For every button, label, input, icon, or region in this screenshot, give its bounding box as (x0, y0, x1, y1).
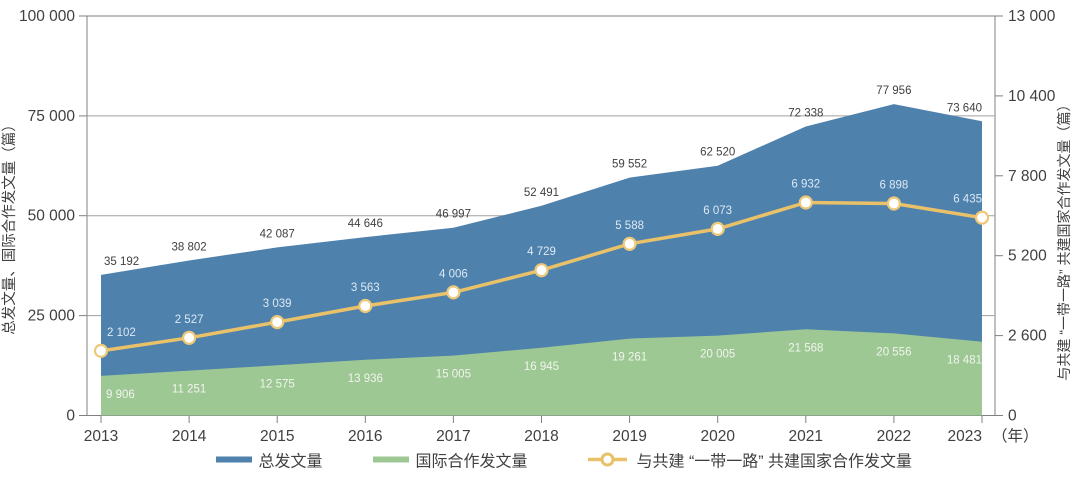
svg-text:9 906: 9 906 (106, 389, 135, 401)
svg-text:13 000: 13 000 (1008, 8, 1056, 25)
svg-text:38 802: 38 802 (172, 242, 207, 254)
svg-text:2023: 2023 (948, 428, 982, 445)
svg-text:11 251: 11 251 (172, 384, 206, 396)
svg-text:73 640: 73 640 (947, 102, 982, 114)
svg-text:2022: 2022 (877, 428, 911, 445)
svg-text:59 552: 59 552 (612, 159, 647, 171)
svg-text:42 087: 42 087 (260, 228, 295, 240)
svg-text:21 568: 21 568 (788, 342, 823, 354)
svg-text:国际合作发文量: 国际合作发文量 (416, 453, 528, 471)
svg-text:2 102: 2 102 (107, 327, 136, 339)
svg-text:16 945: 16 945 (524, 361, 559, 373)
svg-text:72 338: 72 338 (788, 108, 823, 120)
svg-text:77 956: 77 956 (876, 85, 911, 97)
svg-text:2 600: 2 600 (1008, 328, 1047, 345)
svg-text:与共建 “一带一路” 共建国家合作发文量: 与共建 “一带一路” 共建国家合作发文量 (637, 453, 913, 471)
svg-text:2018: 2018 (524, 428, 558, 445)
svg-text:52 491: 52 491 (524, 187, 559, 199)
svg-text:2019: 2019 (612, 428, 646, 445)
svg-text:13 936: 13 936 (348, 373, 383, 385)
svg-text:2014: 2014 (172, 428, 207, 445)
svg-text:总发文量、国际合作发文量（篇）: 总发文量、国际合作发文量（篇） (0, 117, 18, 335)
svg-text:2017: 2017 (436, 428, 470, 445)
svg-text:46 997: 46 997 (436, 209, 471, 221)
svg-text:与共建 “一带一路” 共建国家合作发文量（篇）: 与共建 “一带一路” 共建国家合作发文量（篇） (1056, 97, 1072, 380)
svg-text:2020: 2020 (700, 428, 735, 445)
svg-text:3 039: 3 039 (263, 298, 292, 310)
svg-text:25 000: 25 000 (28, 308, 76, 325)
svg-text:6 073: 6 073 (703, 205, 732, 217)
svg-text:2013: 2013 (84, 428, 118, 445)
svg-text:6 898: 6 898 (880, 180, 909, 192)
svg-text:19 261: 19 261 (612, 352, 647, 364)
svg-text:4 006: 4 006 (439, 268, 468, 280)
svg-text:100 000: 100 000 (19, 8, 75, 25)
svg-text:0: 0 (66, 408, 75, 425)
svg-text:50 000: 50 000 (28, 208, 76, 225)
svg-text:35 192: 35 192 (104, 256, 139, 268)
svg-text:12 575: 12 575 (260, 378, 295, 390)
svg-text:20 005: 20 005 (700, 349, 735, 361)
svg-text:5 200: 5 200 (1008, 248, 1047, 265)
svg-text:62 520: 62 520 (700, 147, 735, 159)
svg-text:2015: 2015 (260, 428, 294, 445)
svg-text:3 563: 3 563 (351, 282, 380, 294)
svg-text:20 556: 20 556 (876, 346, 911, 358)
svg-text:15 005: 15 005 (436, 369, 471, 381)
svg-text:18 481: 18 481 (947, 355, 982, 367)
svg-text:6 435: 6 435 (953, 194, 982, 206)
svg-text:总发文量: 总发文量 (259, 453, 323, 471)
svg-text:4 729: 4 729 (527, 246, 556, 258)
svg-text:2021: 2021 (789, 428, 823, 445)
svg-text:6 932: 6 932 (791, 179, 820, 191)
svg-text:（年）: （年） (992, 427, 1039, 445)
svg-text:44 646: 44 646 (348, 218, 383, 230)
svg-text:0: 0 (1008, 408, 1017, 425)
svg-text:2 527: 2 527 (175, 314, 204, 326)
svg-text:75 000: 75 000 (28, 108, 76, 125)
svg-text:10 400: 10 400 (1008, 88, 1056, 105)
svg-text:2016: 2016 (348, 428, 382, 445)
svg-text:7 800: 7 800 (1008, 168, 1047, 185)
svg-text:5 588: 5 588 (615, 220, 644, 232)
